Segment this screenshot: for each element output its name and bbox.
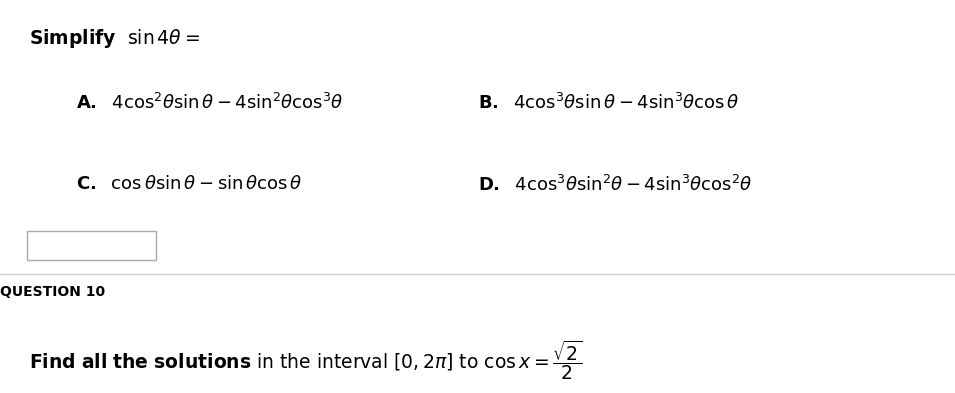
Text: $\mathbf{C.}$  $\cos\theta\sin\theta - \sin\theta\cos\theta$: $\mathbf{C.}$ $\cos\theta\sin\theta - \s…	[76, 175, 303, 193]
Text: $\mathbf{Find\ all\ the\ solutions}$ in the interval $\left[0,2\pi\right]$ to $\: $\mathbf{Find\ all\ the\ solutions}$ in …	[29, 338, 582, 382]
Text: QUESTION 10: QUESTION 10	[0, 285, 105, 299]
FancyBboxPatch shape	[27, 231, 156, 260]
Text: $\mathbf{D.}$  $4\cos^3\!\theta\sin^2\!\theta - 4\sin^3\!\theta\cos^2\!\theta$: $\mathbf{D.}$ $4\cos^3\!\theta\sin^2\!\t…	[478, 175, 752, 195]
Text: $\bf{Simplify}$  $\sin 4\theta =$: $\bf{Simplify}$ $\sin 4\theta =$	[29, 27, 200, 50]
Text: $\mathbf{B.}$  $4\cos^3\!\theta\sin\theta - 4\sin^3\!\theta\cos\theta$: $\mathbf{B.}$ $4\cos^3\!\theta\sin\theta…	[478, 93, 739, 113]
Text: $\mathbf{A.}$  $4\cos^2\!\theta\sin\theta - 4\sin^2\!\theta\cos^3\!\theta$: $\mathbf{A.}$ $4\cos^2\!\theta\sin\theta…	[76, 93, 344, 113]
